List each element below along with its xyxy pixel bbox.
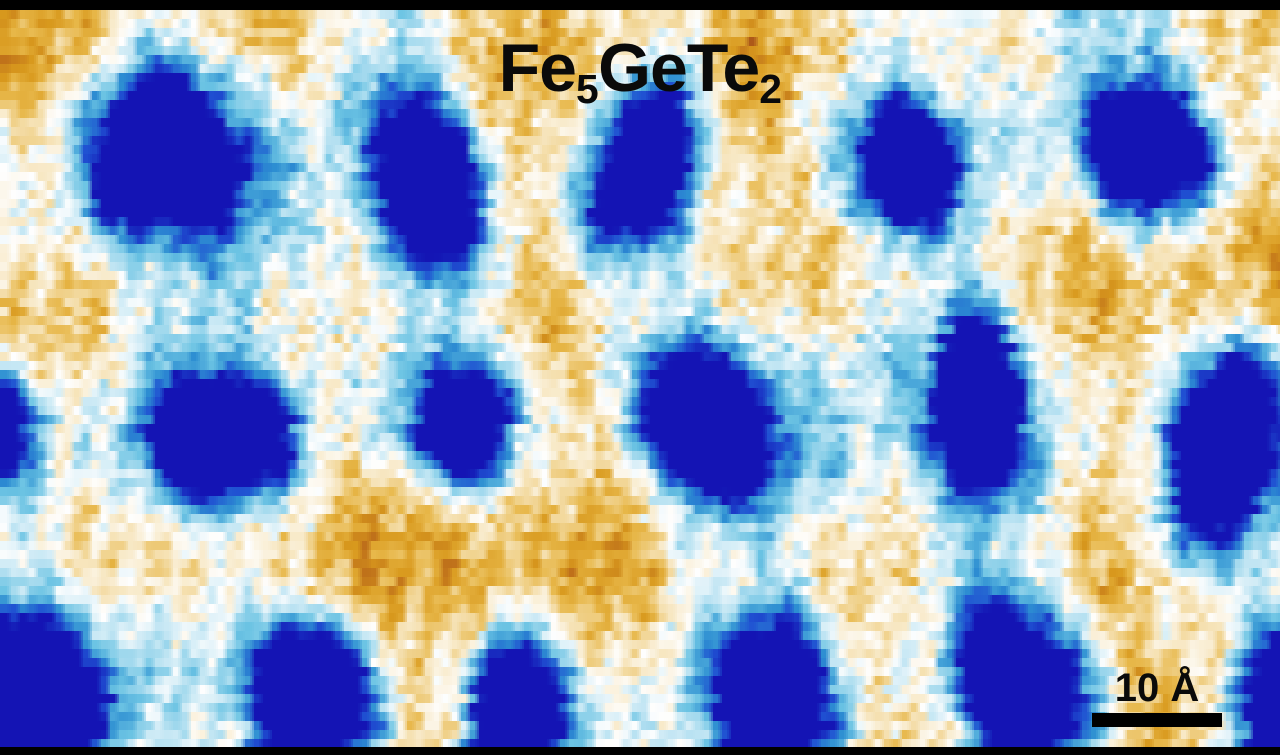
top-letterbox-band — [0, 0, 1280, 10]
stm-topograph-canvas — [0, 10, 1280, 747]
bottom-letterbox-band — [0, 747, 1280, 755]
